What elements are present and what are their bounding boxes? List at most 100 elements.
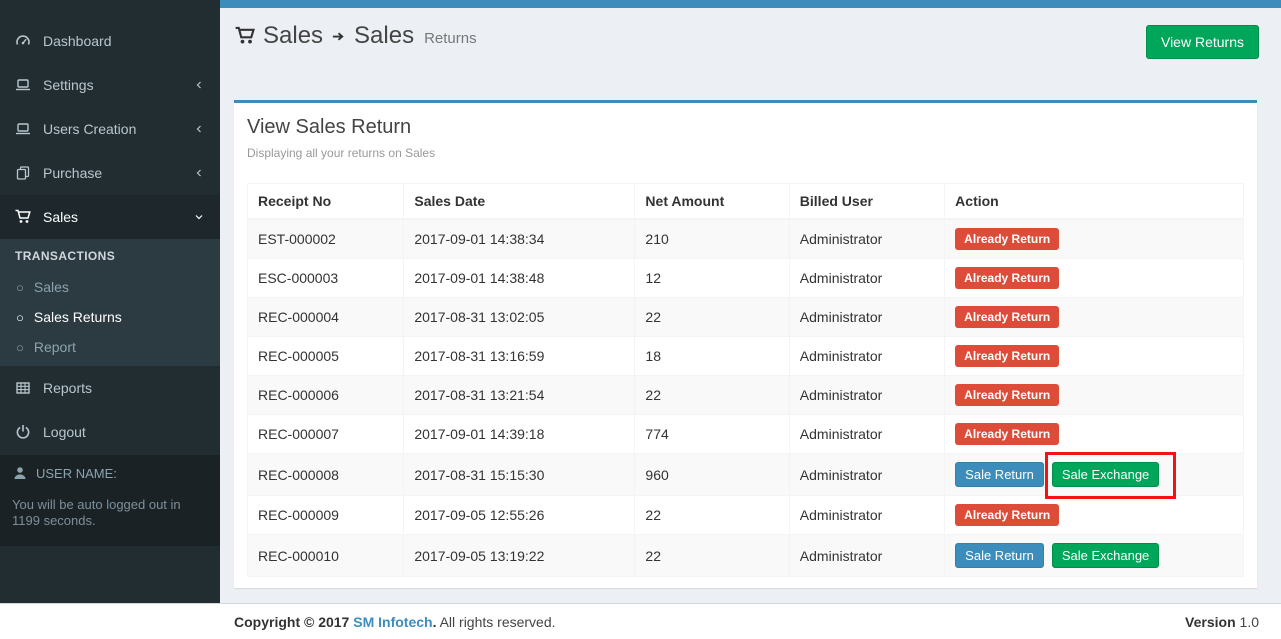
- table-row: ESC-000003 2017-09-01 14:38:48 12 Administr…: [246, 258, 1244, 298]
- table-row: REC-000006 2017-08-31 13:21:54 22 Administr…: [246, 375, 1244, 415]
- main-content: Sales Sales Returns View Returns View Sa…: [220, 0, 1281, 603]
- chevron-down-icon: [195, 215, 203, 220]
- cell-billed-user: Administrator: [788, 258, 946, 298]
- sidebar-item-dashboard[interactable]: Dashboard: [0, 19, 220, 63]
- cell-billed-user: Administrator: [788, 218, 946, 259]
- sidebar: Dashboard Settings Users Creation: [0, 0, 220, 603]
- cell-action: Already Return: [944, 375, 1244, 415]
- already-return-badge: Already Return: [955, 267, 1060, 289]
- already-return-badge: Already Return: [955, 423, 1060, 445]
- column-header: Receipt No: [246, 183, 405, 220]
- sidebar-item-logout[interactable]: Logout: [0, 410, 220, 454]
- cell-billed-user: Administrator: [788, 414, 946, 454]
- page-title: Sales Sales Returns: [235, 22, 477, 50]
- sale-exchange-button[interactable]: Sale Exchange: [1051, 543, 1160, 568]
- cell-receipt-no: REC-000007: [246, 414, 405, 454]
- content-header: Sales Sales Returns View Returns: [220, 8, 1281, 61]
- already-return-badge: Already Return: [955, 384, 1060, 406]
- version-text: Version 1.0: [1185, 614, 1259, 630]
- cell-billed-user: Administrator: [788, 336, 946, 376]
- sidebar-item-label: Sales: [43, 209, 79, 225]
- table-row: EST-000002 2017-09-01 14:38:34 210 Administ…: [246, 218, 1244, 259]
- column-header: Billed User: [788, 183, 946, 220]
- submenu-header: TRANSACTIONS: [15, 249, 116, 263]
- cell-sales-date: 2017-08-31 15:15:30: [403, 453, 636, 496]
- app-wrapper: Dashboard Settings Users Creation: [0, 0, 1281, 603]
- cell-receipt-no: REC-000006: [246, 375, 405, 415]
- cell-net-amount: 22: [634, 495, 790, 535]
- table-row: REC-000009 2017-09-05 12:55:26 22 Administr…: [246, 495, 1244, 535]
- top-accent-bar: [220, 0, 1281, 8]
- cell-net-amount: 210: [634, 218, 790, 259]
- already-return-badge: Already Return: [955, 345, 1060, 367]
- cell-receipt-no: EST-000002: [246, 218, 405, 259]
- cell-net-amount: 774: [634, 414, 790, 454]
- cell-net-amount: 22: [634, 297, 790, 337]
- cell-net-amount: 22: [634, 534, 790, 577]
- sidebar-subitem-sales[interactable]: ○ Sales: [0, 272, 220, 302]
- sidebar-subitem-label: Sales: [33, 279, 69, 295]
- sidebar-item-users-creation[interactable]: Users Creation: [0, 107, 220, 151]
- cell-net-amount: 960: [634, 453, 790, 496]
- sale-exchange-button[interactable]: Sale Exchange: [1051, 462, 1160, 487]
- returns-table: Receipt No Sales Date Net Amount Billed Use…: [246, 183, 1244, 577]
- cell-action: Already Return: [944, 495, 1244, 535]
- table-row: REC-000004 2017-08-31 13:02:05 22 Administr…: [246, 297, 1244, 337]
- cell-billed-user: Administrator: [788, 495, 946, 535]
- table-row: REC-000005 2017-08-31 13:16:59 18 Administr…: [246, 336, 1244, 376]
- table-header-row: Receipt No Sales Date Net Amount Billed Use…: [246, 183, 1244, 220]
- power-icon: [16, 425, 30, 439]
- sales-return-panel: View Sales Return Displaying all your re…: [234, 100, 1257, 588]
- dashboard-icon: [16, 35, 30, 45]
- sidebar-subitem-report[interactable]: ○ Report: [0, 332, 220, 362]
- cell-billed-user: Administrator: [788, 453, 946, 496]
- sidebar-subitem-label: Sales Returns: [33, 309, 122, 325]
- table-row: REC-000007 2017-09-01 14:39:18 774 Administ…: [246, 414, 1244, 454]
- sidebar-item-label: Settings: [43, 77, 94, 93]
- sale-return-button[interactable]: Sale Return: [955, 543, 1044, 568]
- sidebar-item-settings[interactable]: Settings: [0, 63, 220, 107]
- cell-sales-date: 2017-09-05 12:55:26: [403, 495, 636, 535]
- company-link[interactable]: SM Infotech: [353, 613, 433, 630]
- auto-logout-note: You will be auto logged out in 1199 seco…: [12, 497, 181, 528]
- user-name-label: USER NAME:: [36, 465, 117, 481]
- cell-net-amount: 12: [634, 258, 790, 298]
- panel-title: View Sales Return: [247, 116, 412, 138]
- cell-action: Already Return: [944, 258, 1244, 298]
- chevron-left-icon: [196, 125, 201, 133]
- copy-icon: [16, 166, 30, 180]
- sidebar-filler: [0, 546, 220, 603]
- cell-receipt-no: REC-000004: [246, 297, 405, 337]
- sidebar-item-reports[interactable]: Reports: [0, 366, 220, 410]
- arrow-right-icon: [332, 32, 344, 40]
- sale-return-button[interactable]: Sale Return: [955, 462, 1044, 487]
- user-panel: USER NAME: You will be auto logged out i…: [0, 455, 220, 546]
- already-return-badge: Already Return: [955, 504, 1060, 526]
- copyright-dot: .: [432, 613, 437, 630]
- table-icon: [16, 382, 30, 394]
- cell-receipt-no: REC-000005: [246, 336, 405, 376]
- cart-icon: [235, 26, 255, 44]
- cart-icon: [15, 209, 31, 223]
- sidebar-item-sales[interactable]: Sales: [0, 195, 220, 239]
- sidebar-item-label: Users Creation: [43, 121, 137, 137]
- cell-net-amount: 22: [634, 375, 790, 415]
- sidebar-subitem-sales-returns[interactable]: ○ Sales Returns: [0, 302, 220, 332]
- cell-sales-date: 2017-09-05 13:19:22: [403, 534, 636, 577]
- sidebar-item-purchase[interactable]: Purchase: [0, 151, 220, 195]
- cell-sales-date: 2017-09-01 14:39:18: [403, 414, 636, 454]
- cell-receipt-no: ESC-000003: [246, 258, 405, 298]
- cell-action: Already Return: [944, 218, 1244, 259]
- cell-sales-date: 2017-08-31 13:02:05: [403, 297, 636, 337]
- column-header: Action: [944, 183, 1244, 220]
- cell-billed-user: Administrator: [788, 297, 946, 337]
- circle-icon: ○: [16, 279, 24, 295]
- view-returns-button[interactable]: View Returns: [1145, 25, 1259, 59]
- cell-receipt-no: REC-000010: [246, 534, 405, 577]
- cell-action: Sale Return Sale Exchange: [944, 534, 1244, 577]
- already-return-badge: Already Return: [955, 228, 1060, 250]
- sidebar-item-label: Dashboard: [43, 33, 112, 49]
- sidebar-item-label: Purchase: [43, 165, 103, 181]
- breadcrumb-sales: Sales: [263, 22, 324, 49]
- user-icon: [14, 467, 26, 479]
